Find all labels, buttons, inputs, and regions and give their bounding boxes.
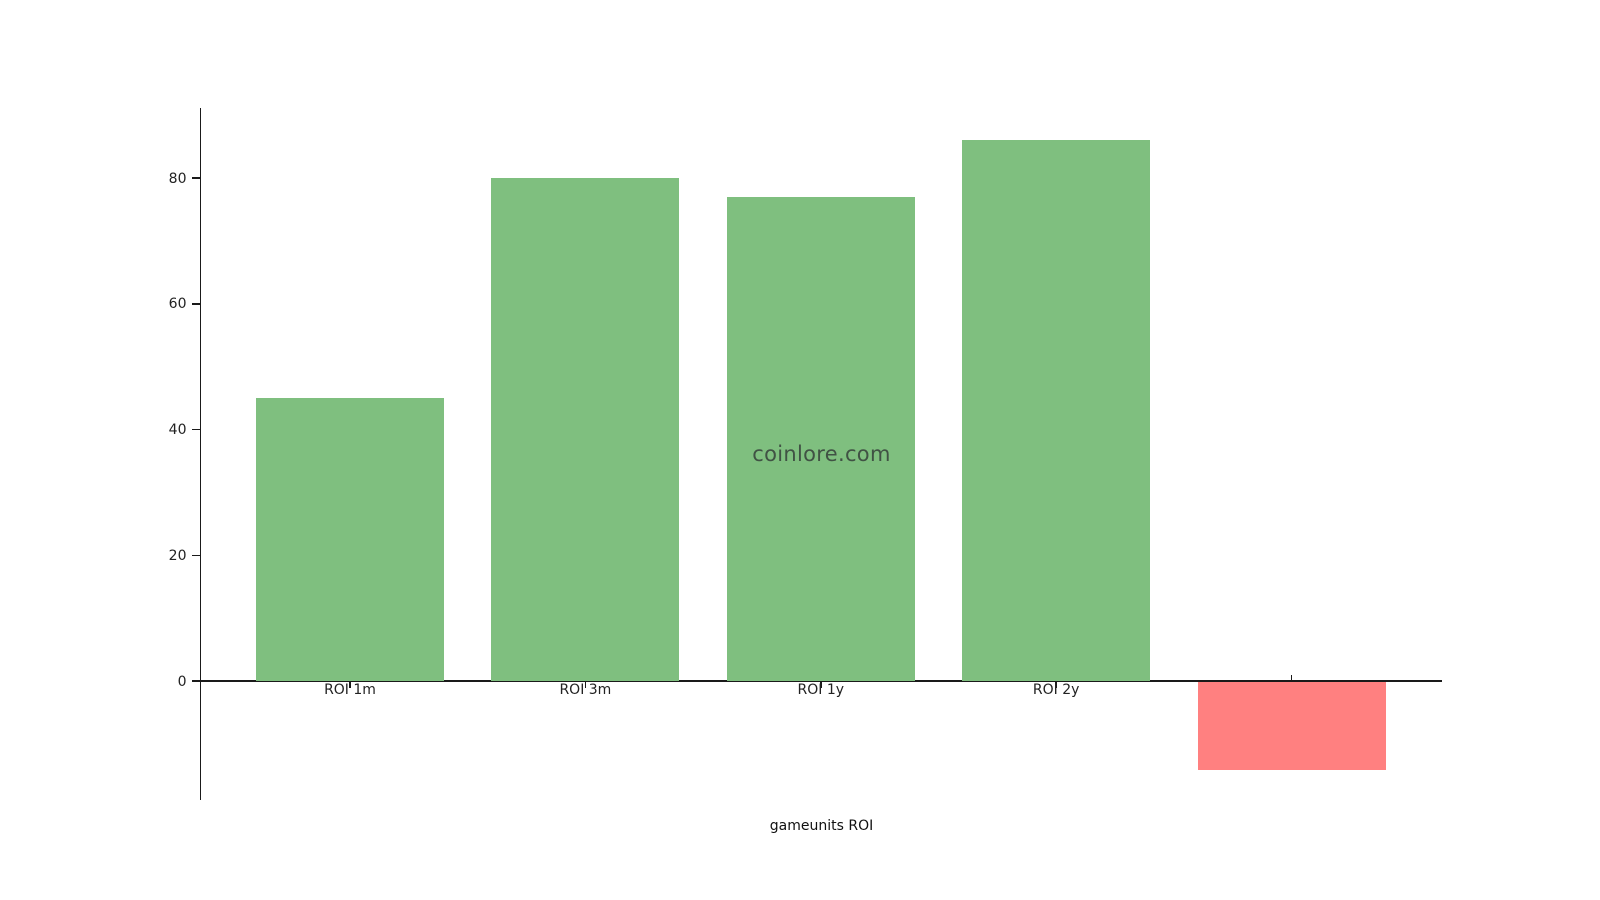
x-tick-label: ROI 2y (1032, 681, 1080, 698)
x-tick-label: ROI 1m (324, 681, 376, 698)
x-tick-mark (1290, 675, 1293, 688)
x-tick-label: ROI 3m (559, 681, 612, 698)
y-tick-label: 40 (168, 422, 187, 438)
bar-roi-1m (256, 398, 444, 681)
y-tick-mark (191, 428, 200, 431)
x-tick-mark (349, 675, 351, 688)
y-tick-mark (191, 177, 200, 179)
x-tick-mark (820, 675, 822, 688)
x-tick-label: ROI 1y (797, 681, 845, 698)
y-axis-line (199, 108, 201, 800)
bar-unlabeled-5 (1197, 681, 1386, 770)
x-tick-mark (584, 675, 587, 688)
chart-xlabel: gameunits ROI (769, 818, 874, 834)
bar-roi-1y (726, 196, 915, 681)
x-tick-mark (1055, 675, 1057, 688)
y-tick-label: 0 (177, 673, 187, 690)
watermark-text: coinlore.com (752, 442, 891, 466)
bar-roi-2y (962, 140, 1151, 681)
y-tick-label: 60 (168, 296, 187, 313)
y-tick-mark (191, 554, 200, 556)
bar-roi-3m (491, 178, 680, 681)
y-tick-label: 20 (168, 547, 187, 564)
y-tick-mark (191, 680, 200, 682)
y-tick-mark (191, 303, 200, 305)
y-tick-label: 80 (168, 170, 187, 187)
